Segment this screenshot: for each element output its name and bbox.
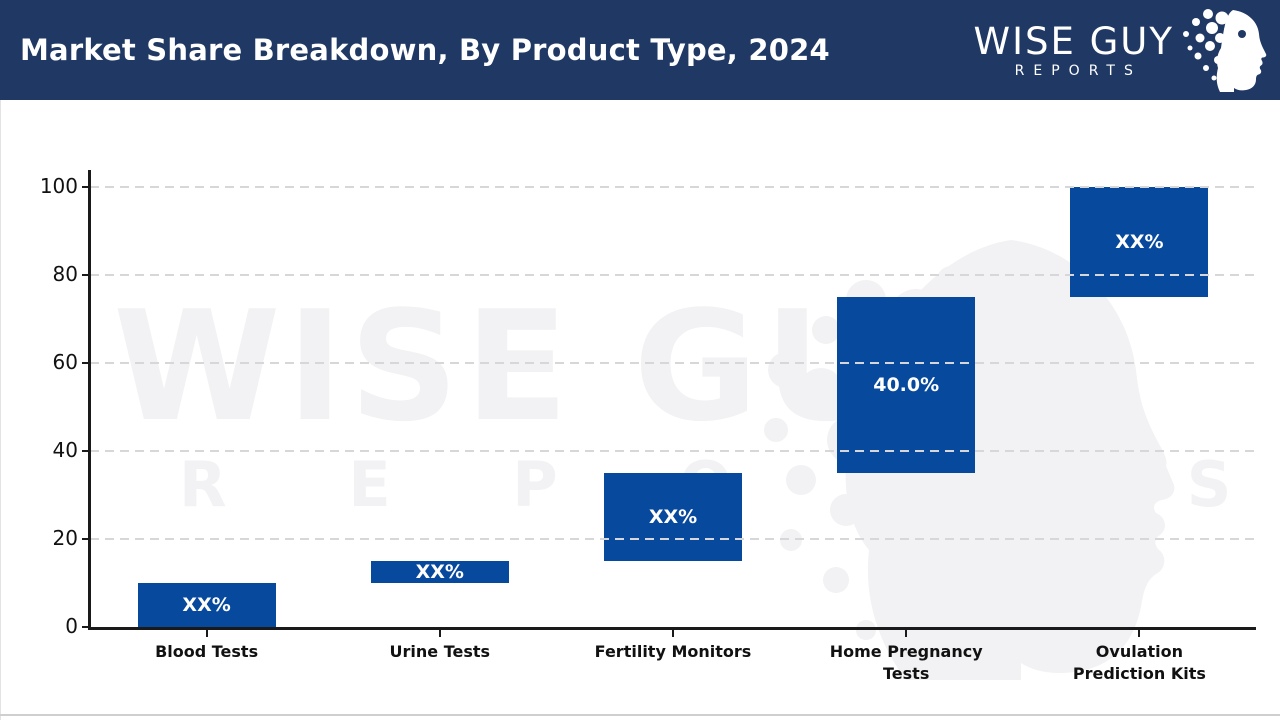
bar-value-label-blood-tests: XX% [182, 594, 231, 616]
bar-home-pregnancy-tests [837, 297, 976, 473]
logo-wise-guy-text: WISE GUY [973, 19, 1174, 63]
bar-value-label-urine-tests: XX% [415, 561, 464, 583]
wise-guy-reports-logo: WISE GUY REPORTS [974, 6, 1268, 94]
header-bar: Market Share Breakdown, By Product Type,… [0, 0, 1280, 100]
page-bottom-border [0, 714, 1280, 716]
y-tick-label-80: 80 [52, 262, 78, 286]
bar-value-label-fertility-monitors: XX% [648, 506, 698, 528]
y-tick-label-0: 0 [65, 614, 78, 638]
gridline-100 [90, 186, 1256, 188]
y-tick-label-100: 100 [39, 174, 78, 198]
logo-reports-text: REPORTS [1014, 62, 1142, 79]
y-tick-40 [82, 450, 90, 452]
x-axis-label-blood-tests: Blood Tests [155, 642, 259, 661]
x-tick-blood-tests [205, 629, 208, 637]
x-axis-label-urine-tests: Urine Tests [389, 642, 491, 661]
y-axis-line [88, 170, 91, 629]
x-tick-fertility-monitors [672, 629, 674, 637]
gridline-40 [90, 450, 1256, 452]
x-tick-home-pregnancy-tests [905, 629, 908, 637]
y-tick-label-20: 20 [52, 526, 78, 550]
bar-value-label-home-pregnancy-tests: 40.0% [873, 374, 940, 396]
chart-plot-area: WISE GUY R E P O R T S XX%Blood TestsXX%… [0, 100, 1280, 720]
y-tick-60 [82, 362, 90, 364]
bar-value-label-ovulation-prediction-kits: XX% [1115, 231, 1164, 253]
y-tick-0 [82, 626, 90, 628]
x-axis-label-ovulation-prediction-kits: Ovulation Prediction Kits [1072, 642, 1206, 683]
bar-ovulation-prediction-kits [1070, 187, 1209, 297]
x-axis-label-fertility-monitors: Fertility Monitors [594, 642, 752, 661]
bar-fertility-monitors [604, 473, 742, 561]
x-axis-label-home-pregnancy-tests: Home Pregnancy Tests [829, 642, 983, 683]
gridline-80 [90, 274, 1256, 276]
y-tick-20 [82, 538, 90, 540]
page-title: Market Share Breakdown, By Product Type,… [20, 33, 830, 67]
y-tick-80 [82, 274, 90, 276]
bar-urine-tests [370, 561, 509, 583]
y-tick-label-60: 60 [52, 350, 78, 374]
gridline-60 [90, 362, 1256, 364]
logo-text: WISE GUY REPORTS [974, 23, 1174, 78]
x-tick-urine-tests [438, 629, 441, 637]
y-tick-100 [82, 186, 90, 188]
y-tick-label-40: 40 [52, 438, 78, 462]
x-tick-ovulation-prediction-kits [1138, 629, 1141, 637]
bar-blood-tests [137, 583, 276, 627]
x-axis-line [88, 627, 1256, 630]
gridline-20 [90, 538, 1256, 540]
logo-face-icon [1176, 4, 1268, 96]
